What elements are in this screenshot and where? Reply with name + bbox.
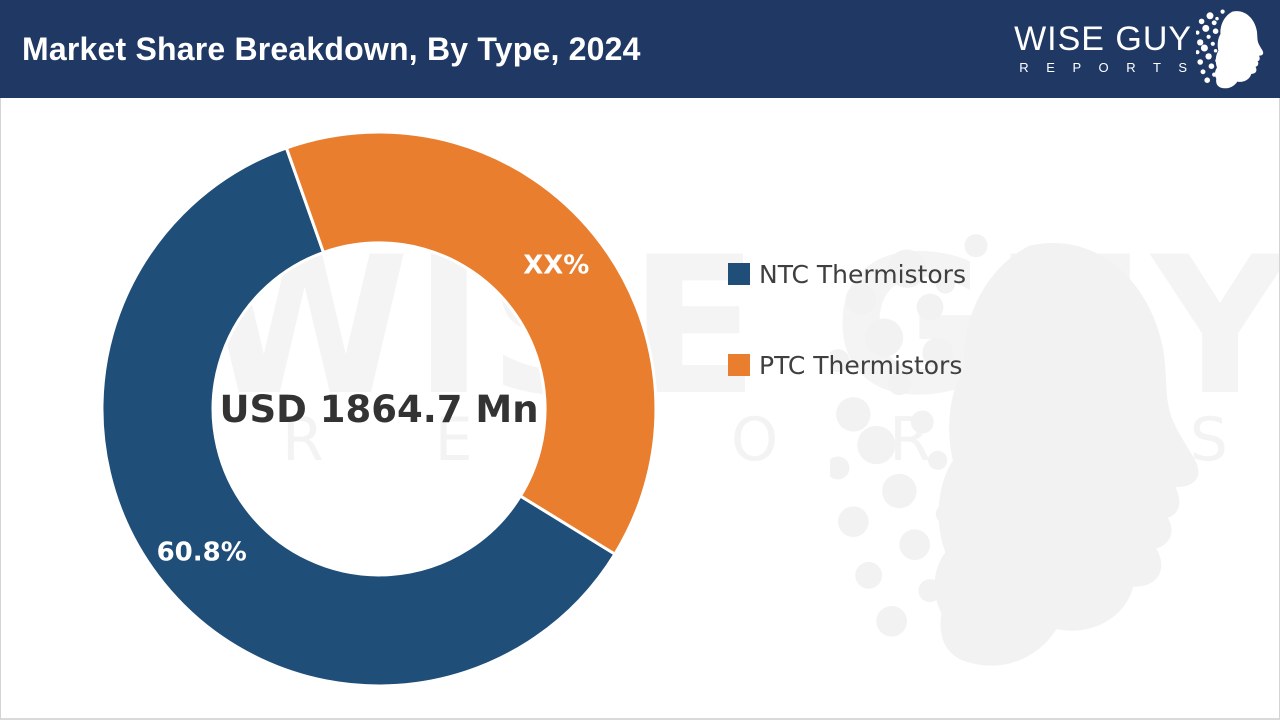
- legend-swatch: [728, 263, 750, 285]
- brand-face-icon: [1196, 9, 1264, 89]
- legend-item-ptc: PTC Thermistors: [728, 350, 966, 380]
- brand-logo: WISE GUY R E P O R T S: [1012, 6, 1266, 90]
- slice-0: [100, 145, 617, 688]
- slice-label-0: 60.8%: [157, 537, 247, 567]
- legend-label: NTC Thermistors: [759, 259, 966, 289]
- donut-slices: [100, 130, 658, 688]
- slice-label-1: XX%: [523, 251, 589, 281]
- legend-swatch: [728, 354, 750, 376]
- legend: NTC Thermistors PTC Thermistors: [728, 259, 966, 444]
- brand-logo-text: WISE GUY R E P O R T S: [1012, 22, 1194, 74]
- donut-center-value: USD 1864.7 Mn: [219, 388, 538, 431]
- legend-label: PTC Thermistors: [759, 350, 963, 380]
- brand-subtitle: R E P O R T S: [1019, 60, 1194, 75]
- brand-name: WISE GUY: [1014, 20, 1193, 58]
- header-bar: Market Share Breakdown, By Type, 2024 WI…: [0, 0, 1280, 98]
- page-title: Market Share Breakdown, By Type, 2024: [22, 30, 641, 67]
- slice-1: [284, 130, 658, 557]
- legend-item-ntc: NTC Thermistors: [728, 259, 966, 289]
